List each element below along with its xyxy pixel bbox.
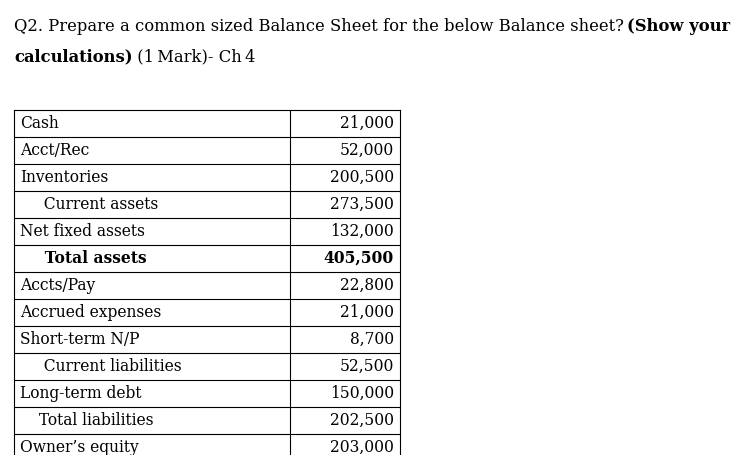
- Text: Current liabilities: Current liabilities: [34, 358, 182, 375]
- Text: 202,500: 202,500: [330, 412, 394, 429]
- Text: (1 Mark)- Ch 4: (1 Mark)- Ch 4: [132, 48, 256, 65]
- Text: 52,500: 52,500: [340, 358, 394, 375]
- Text: Short-term N/P: Short-term N/P: [20, 331, 140, 348]
- Text: 150,000: 150,000: [330, 385, 394, 402]
- Text: 200,500: 200,500: [330, 169, 394, 186]
- Text: Inventories: Inventories: [20, 169, 108, 186]
- Text: 203,000: 203,000: [330, 439, 394, 455]
- Text: 22,800: 22,800: [340, 277, 394, 294]
- Text: Owner’s equity: Owner’s equity: [20, 439, 139, 455]
- Text: Accrued expenses: Accrued expenses: [20, 304, 161, 321]
- Text: 21,000: 21,000: [340, 304, 394, 321]
- Text: Acct/Rec: Acct/Rec: [20, 142, 89, 159]
- Text: 21,000: 21,000: [340, 115, 394, 132]
- Text: Net fixed assets: Net fixed assets: [20, 223, 145, 240]
- Text: Q2. Prepare a common sized Balance Sheet for the below Balance sheet?: Q2. Prepare a common sized Balance Sheet…: [14, 18, 627, 35]
- Text: 273,500: 273,500: [330, 196, 394, 213]
- Text: Cash: Cash: [20, 115, 59, 132]
- Text: 52,000: 52,000: [340, 142, 394, 159]
- Text: Total assets: Total assets: [34, 250, 147, 267]
- Text: Current assets: Current assets: [34, 196, 158, 213]
- Text: 132,000: 132,000: [330, 223, 394, 240]
- Text: 8,700: 8,700: [350, 331, 394, 348]
- Text: Total liabilities: Total liabilities: [34, 412, 153, 429]
- Text: Long-term debt: Long-term debt: [20, 385, 141, 402]
- Text: (Show your: (Show your: [627, 18, 730, 35]
- Text: Accts/Pay: Accts/Pay: [20, 277, 96, 294]
- Text: calculations): calculations): [14, 48, 132, 65]
- Text: 405,500: 405,500: [324, 250, 394, 267]
